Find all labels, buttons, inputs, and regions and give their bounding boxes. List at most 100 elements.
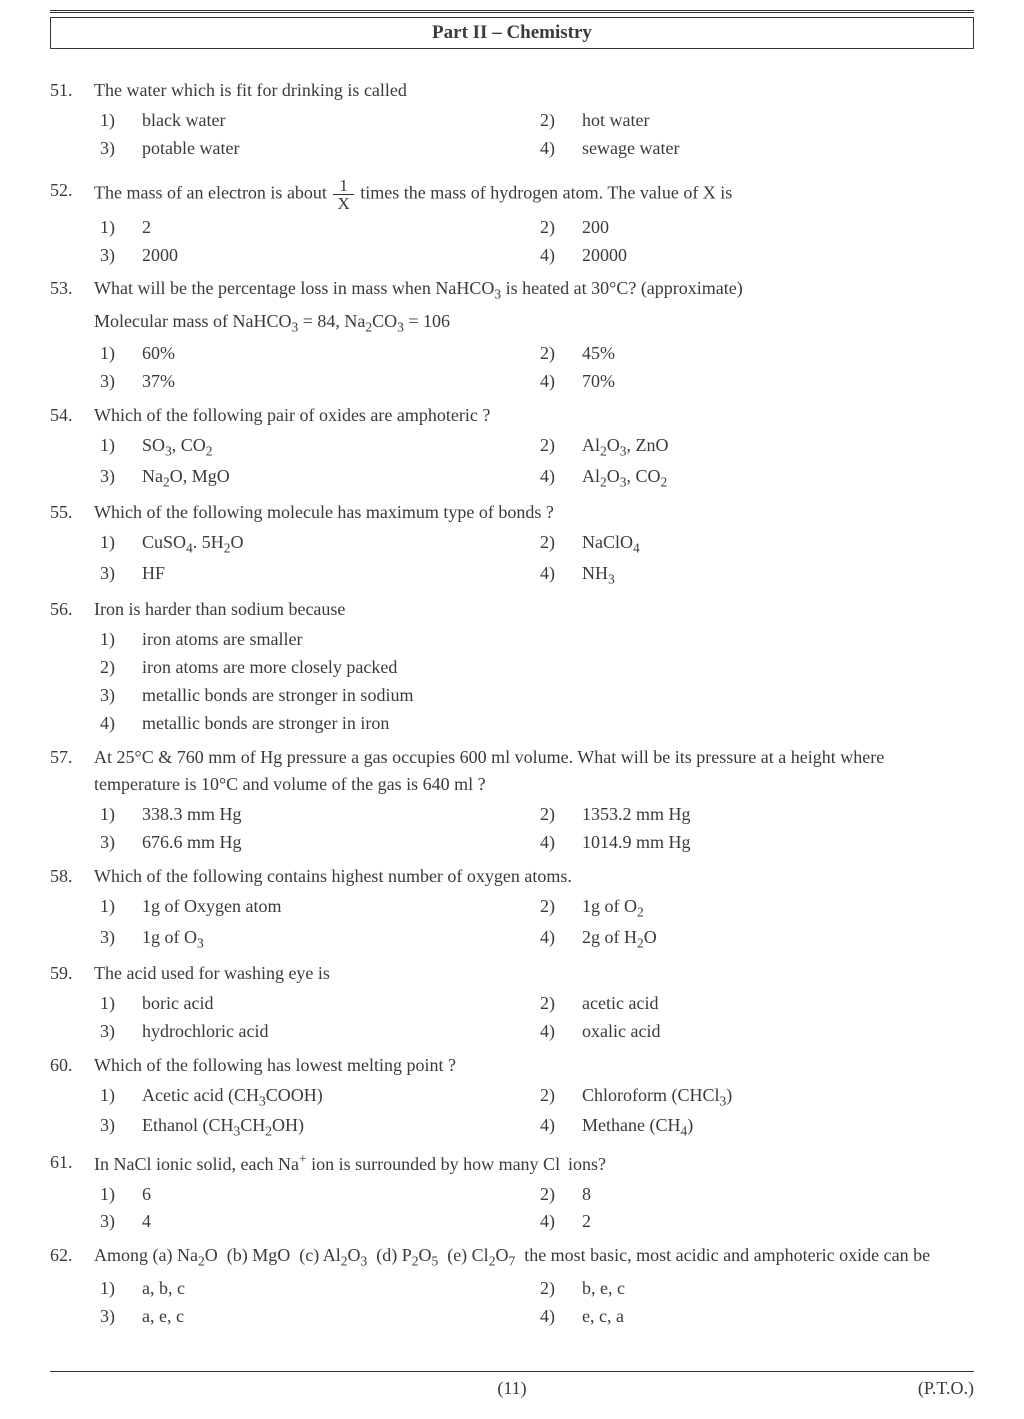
- question-body: Which of the following has lowest meltin…: [94, 1052, 974, 1143]
- option: 1)black water: [94, 107, 534, 135]
- option: 4)metallic bonds are stronger in iron: [94, 710, 974, 738]
- options: 1)boric acid2)acetic acid3)hydrochloric …: [94, 990, 974, 1046]
- option-text: NH3: [582, 560, 974, 591]
- option-number: 4): [534, 135, 582, 163]
- question-number: 62.: [50, 1242, 94, 1330]
- option: 4)Al2O3, CO2: [534, 463, 974, 494]
- question-body: The mass of an electron is about 1X time…: [94, 177, 974, 270]
- option: 2)iron atoms are more closely packed: [94, 654, 974, 682]
- option: 4)sewage water: [534, 135, 974, 163]
- option: 2)Chloroform (CHCl3): [534, 1082, 974, 1113]
- question-body: Iron is harder than sodium because1)iron…: [94, 596, 974, 737]
- option-number: 2): [534, 340, 582, 368]
- question-text: At 25°C & 760 mm of Hg pressure a gas oc…: [94, 744, 974, 800]
- question-subtext: Molecular mass of NaHCO3 = 84, Na2CO3 = …: [94, 308, 974, 339]
- options: 1)22)2003)20004)20000: [94, 214, 974, 270]
- option: 2)200: [534, 214, 974, 242]
- option-number: 2): [534, 529, 582, 557]
- option: 3)metallic bonds are stronger in sodium: [94, 682, 974, 710]
- option-text: Methane (CH4): [582, 1112, 974, 1143]
- option-number: 3): [94, 1208, 142, 1236]
- footer: (11) (P.T.O.): [50, 1371, 974, 1399]
- question: 59.The acid used for washing eye is1)bor…: [50, 960, 974, 1046]
- option-number: 1): [94, 1082, 142, 1110]
- question-text: Which of the following molecule has maxi…: [94, 499, 974, 527]
- option-text: SO3, CO2: [142, 432, 534, 463]
- option-number: 1): [94, 626, 142, 654]
- option-text: 1g of O2: [582, 893, 974, 924]
- option-text: 2000: [142, 242, 534, 270]
- option-number: 3): [94, 135, 142, 163]
- option-number: 4): [534, 560, 582, 588]
- option-number: 2): [534, 801, 582, 829]
- option-text: 45%: [582, 340, 974, 368]
- option: 1)60%: [94, 340, 534, 368]
- option: 4)70%: [534, 368, 974, 396]
- question: 60.Which of the following has lowest mel…: [50, 1052, 974, 1143]
- header-rule: [50, 10, 974, 13]
- question-body: Which of the following molecule has maxi…: [94, 499, 974, 590]
- option: 2)Al2O3, ZnO: [534, 432, 974, 463]
- option-number: 4): [534, 1018, 582, 1046]
- question-body: At 25°C & 760 mm of Hg pressure a gas oc…: [94, 744, 974, 858]
- option: 2)NaClO4: [534, 529, 974, 560]
- question-number: 56.: [50, 596, 94, 737]
- option: 3)4: [94, 1208, 534, 1236]
- question: 61.In NaCl ionic solid, each Na+ ion is …: [50, 1149, 974, 1237]
- option-text: 8: [582, 1181, 974, 1209]
- option-text: 4: [142, 1208, 534, 1236]
- option-number: 3): [94, 1112, 142, 1140]
- option-number: 2): [534, 107, 582, 135]
- option-number: 1): [94, 214, 142, 242]
- pto-label: (P.T.O.): [918, 1378, 974, 1399]
- option-text: Na2O, MgO: [142, 463, 534, 494]
- option-text: Chloroform (CHCl3): [582, 1082, 974, 1113]
- option-text: Ethanol (CH3CH2OH): [142, 1112, 534, 1143]
- question-text: In NaCl ionic solid, each Na+ ion is sur…: [94, 1149, 974, 1179]
- option-number: 1): [94, 990, 142, 1018]
- option: 4)1014.9 mm Hg: [534, 829, 974, 857]
- options: 1)1g of Oxygen atom2)1g of O23)1g of O34…: [94, 893, 974, 954]
- option: 1)338.3 mm Hg: [94, 801, 534, 829]
- option: 3)a, e, c: [94, 1303, 534, 1331]
- option: 4)e, c, a: [534, 1303, 974, 1331]
- question-number: 52.: [50, 177, 94, 270]
- option-text: 2g of H2O: [582, 924, 974, 955]
- question-text: Among (a) Na2O (b) MgO (c) Al2O3 (d) P2O…: [94, 1242, 974, 1273]
- question-text: Iron is harder than sodium because: [94, 596, 974, 624]
- option: 2)1g of O2: [534, 893, 974, 924]
- option-number: 1): [94, 801, 142, 829]
- questions-container: 51.The water which is fit for drinking i…: [50, 77, 974, 1331]
- option-number: 3): [94, 924, 142, 952]
- question-number: 60.: [50, 1052, 94, 1143]
- option-text: boric acid: [142, 990, 534, 1018]
- option-text: 1353.2 mm Hg: [582, 801, 974, 829]
- question-number: 51.: [50, 77, 94, 163]
- option: 4)NH3: [534, 560, 974, 591]
- option-text: black water: [142, 107, 534, 135]
- question: 55.Which of the following molecule has m…: [50, 499, 974, 590]
- option: 3)potable water: [94, 135, 534, 163]
- option-number: 3): [94, 829, 142, 857]
- options: 1)338.3 mm Hg2)1353.2 mm Hg3)676.6 mm Hg…: [94, 801, 974, 857]
- question: 54.Which of the following pair of oxides…: [50, 402, 974, 493]
- option: 2)45%: [534, 340, 974, 368]
- question-text: The acid used for washing eye is: [94, 960, 974, 988]
- question-number: 54.: [50, 402, 94, 493]
- question-number: 57.: [50, 744, 94, 858]
- question-text: The mass of an electron is about 1X time…: [94, 177, 974, 212]
- option-text: iron atoms are smaller: [142, 626, 974, 654]
- option-text: NaClO4: [582, 529, 974, 560]
- question: 62.Among (a) Na2O (b) MgO (c) Al2O3 (d) …: [50, 1242, 974, 1330]
- question: 57.At 25°C & 760 mm of Hg pressure a gas…: [50, 744, 974, 858]
- option: 4)Methane (CH4): [534, 1112, 974, 1143]
- exam-page: Part II – Chemistry 51.The water which i…: [0, 0, 1024, 1419]
- option-number: 4): [534, 1208, 582, 1236]
- option-text: oxalic acid: [582, 1018, 974, 1046]
- option: 1)1g of Oxygen atom: [94, 893, 534, 924]
- option-number: 3): [94, 368, 142, 396]
- options: 1)62)83)44)2: [94, 1181, 974, 1237]
- question: 58.Which of the following contains highe…: [50, 863, 974, 954]
- option-text: metallic bonds are stronger in iron: [142, 710, 974, 738]
- option-text: 70%: [582, 368, 974, 396]
